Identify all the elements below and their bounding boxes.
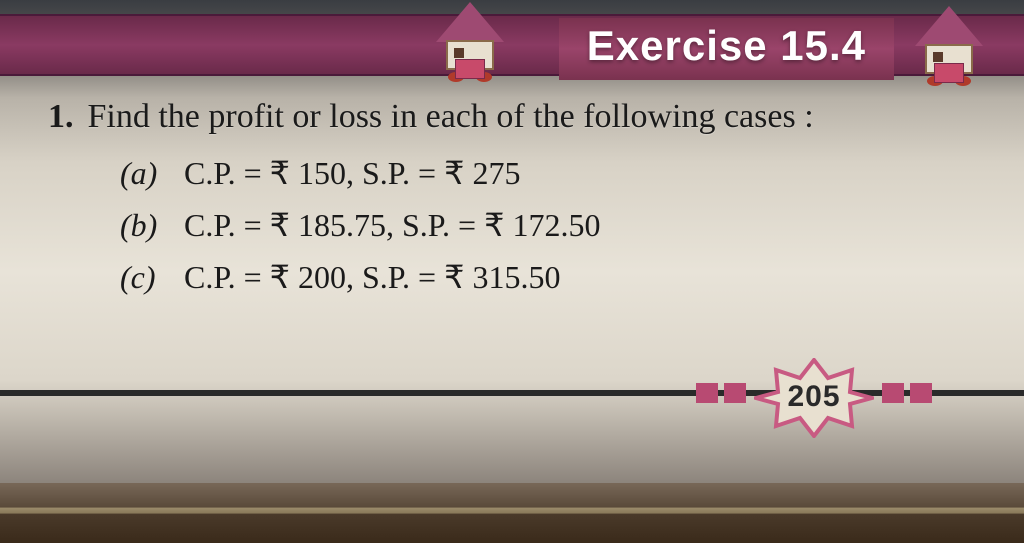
option-label: (c): [120, 259, 168, 296]
page-number-badge: 205: [754, 358, 874, 438]
content-area: 1. Find the profit or loss in each of th…: [48, 98, 976, 310]
option-text: C.P. = ₹ 200, S.P. = ₹ 315.50: [184, 258, 560, 296]
question-number: 1.: [48, 98, 74, 136]
option-a: (a) C.P. = ₹ 150, S.P. = ₹ 275: [120, 154, 976, 192]
mascot-right-icon: [904, 6, 994, 101]
option-label: (b): [120, 207, 168, 244]
option-text: C.P. = ₹ 150, S.P. = ₹ 275: [184, 154, 520, 192]
book-edge: [0, 483, 1024, 543]
question-text: Find the profit or loss in each of the f…: [88, 98, 814, 136]
option-label: (a): [120, 155, 168, 192]
option-c: (c) C.P. = ₹ 200, S.P. = ₹ 315.50: [120, 258, 976, 296]
decor-blocks-left: [696, 383, 746, 403]
option-b: (b) C.P. = ₹ 185.75, S.P. = ₹ 172.50: [120, 206, 976, 244]
decor-blocks-right: [882, 383, 932, 403]
mascot-left-icon: [425, 2, 515, 97]
question-line: 1. Find the profit or loss in each of th…: [48, 98, 976, 136]
textbook-page: Exercise 15.4 1. Find the profit or loss…: [0, 0, 1024, 543]
page-number: 205: [754, 380, 874, 414]
exercise-title: Exercise 15.4: [559, 18, 894, 80]
option-text: C.P. = ₹ 185.75, S.P. = ₹ 172.50: [184, 206, 600, 244]
options-list: (a) C.P. = ₹ 150, S.P. = ₹ 275 (b) C.P. …: [120, 154, 976, 296]
